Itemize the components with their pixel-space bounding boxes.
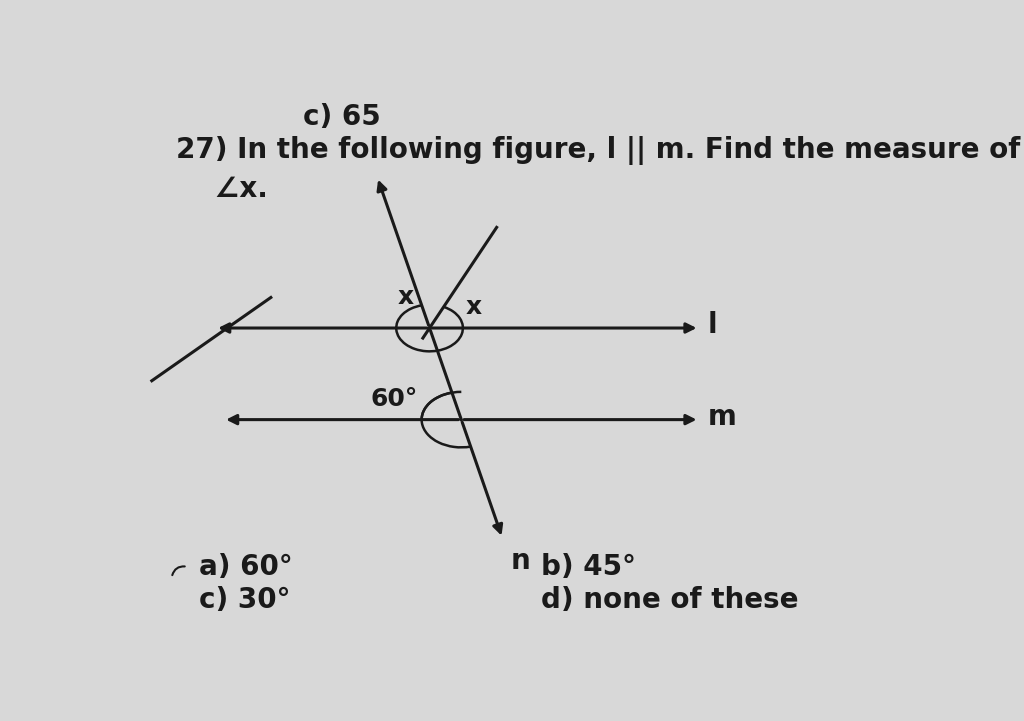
- Text: l: l: [708, 311, 717, 340]
- Text: m: m: [708, 403, 736, 431]
- Text: ∠x.: ∠x.: [176, 175, 267, 203]
- Text: a) 60°: a) 60°: [200, 553, 293, 580]
- Text: 27) In the following figure, l || m. Find the measure of: 27) In the following figure, l || m. Fin…: [176, 136, 1020, 166]
- Text: x: x: [397, 286, 414, 309]
- Text: n: n: [510, 547, 530, 575]
- Text: b) 45°: b) 45°: [541, 553, 636, 580]
- Text: c) 30°: c) 30°: [200, 586, 291, 614]
- Text: x: x: [465, 295, 481, 319]
- Text: d) none of these: d) none of these: [541, 586, 798, 614]
- Text: 60°: 60°: [370, 386, 418, 410]
- Text: c) 65: c) 65: [303, 103, 380, 131]
